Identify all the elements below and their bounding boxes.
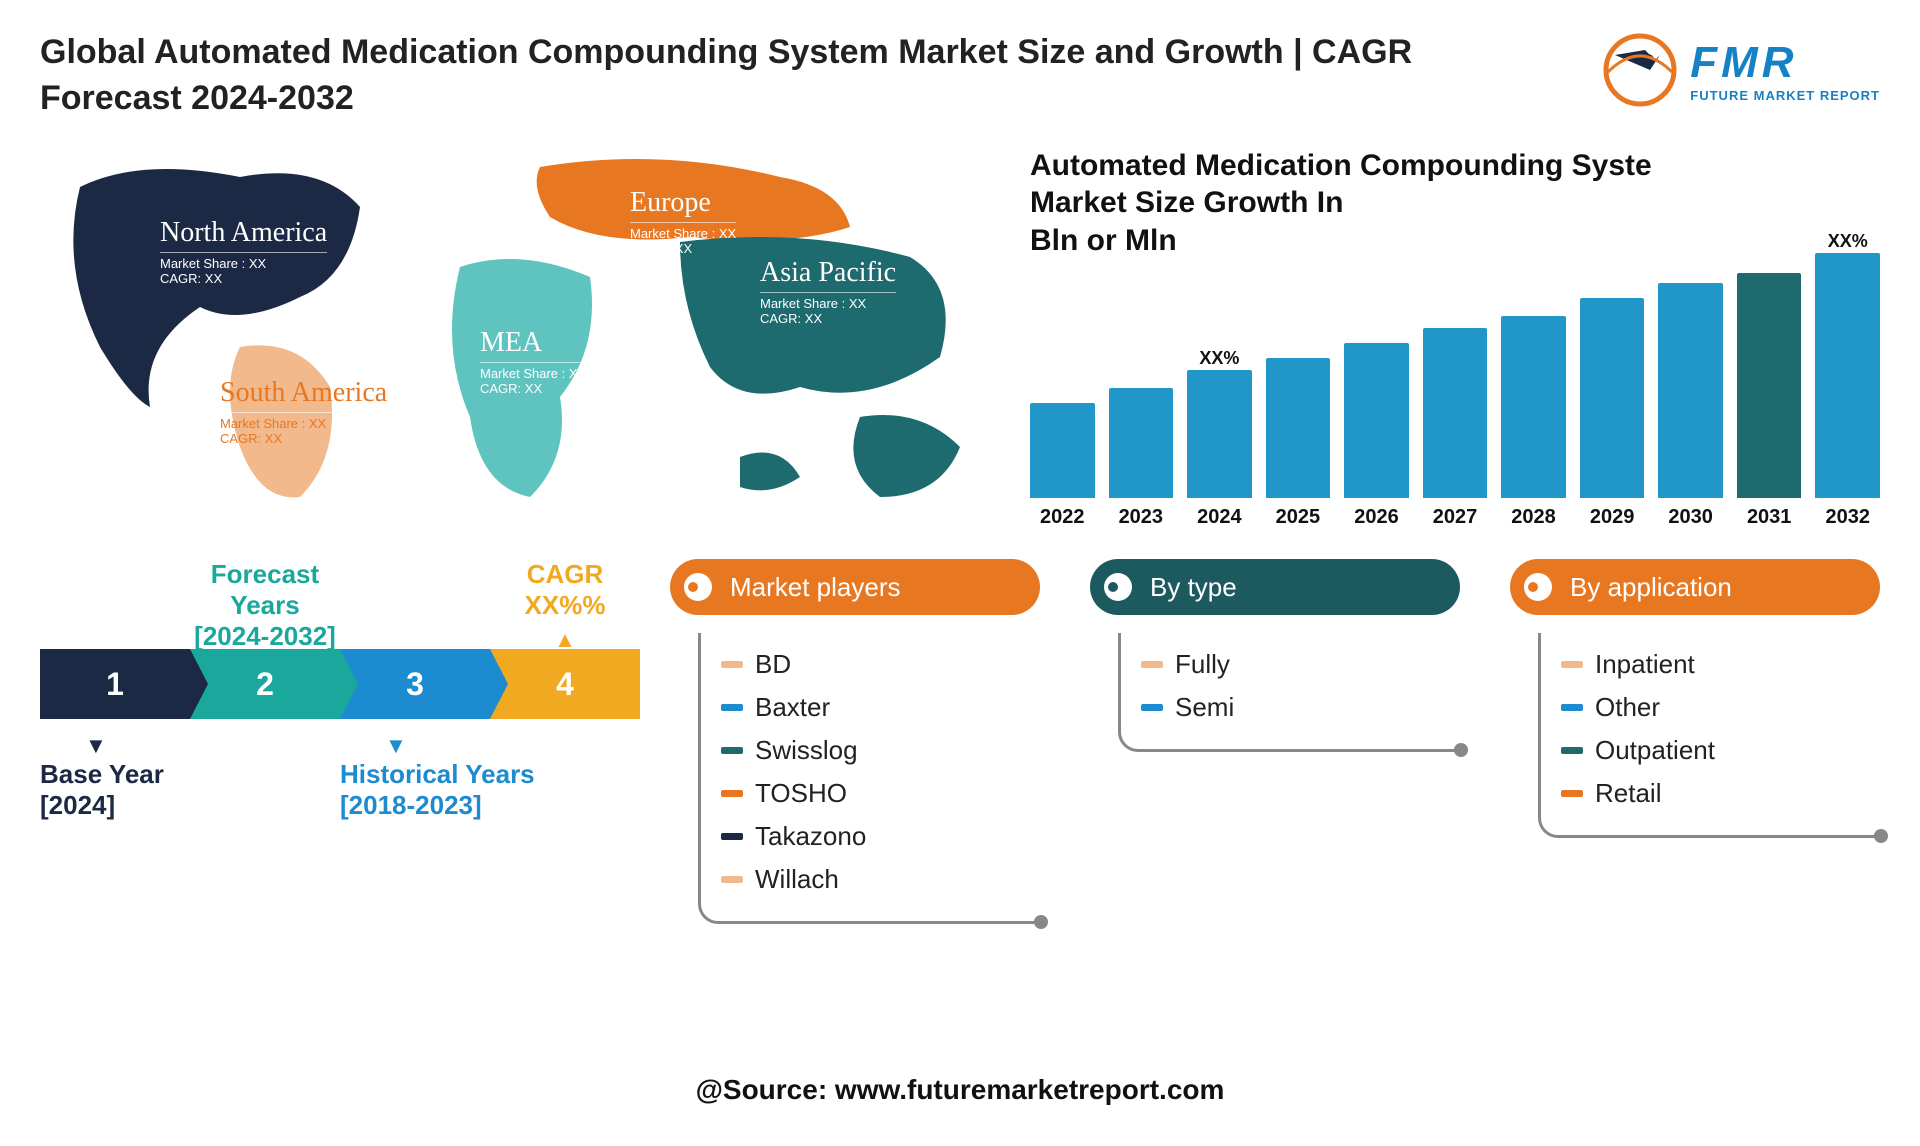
info-col-by-type: By type FullySemi (1090, 559, 1460, 924)
page-title: Global Automated Medication Compounding … (40, 30, 1540, 122)
world-map: North AmericaMarket Share : XXCAGR: XX So… (40, 147, 990, 507)
timeline-seg-4: 4 (490, 649, 640, 719)
info-item: Swisslog (701, 729, 1040, 772)
chart-title: Automated Medication Compounding Syste M… (1030, 147, 1880, 260)
bar-2023: 2023 (1109, 388, 1174, 529)
info-col-market-players: Market players BDBaxterSwisslogTOSHOTakaz… (670, 559, 1040, 924)
region-label-asia-pacific: Asia PacificMarket Share : XXCAGR: XX (760, 257, 896, 326)
region-label-mea: MEAMarket Share : XXCAGR: XX (480, 327, 586, 396)
bar-2030: 2030 (1658, 283, 1723, 529)
timeline: Forecast Years[2024-2032]▲CAGRXX%%▲ 1234… (40, 559, 640, 924)
info-item: Willach (701, 858, 1040, 901)
info-item: Semi (1121, 686, 1460, 729)
bar-2027: 2027 (1423, 328, 1488, 529)
timeline-seg-2: 2 (190, 649, 340, 719)
info-item: Outpatient (1541, 729, 1880, 772)
region-label-south-america: South AmericaMarket Share : XXCAGR: XX (220, 377, 387, 446)
info-item: Takazono (701, 815, 1040, 858)
bar-2031: 2031 (1737, 273, 1802, 529)
bar-2022: 2022 (1030, 403, 1095, 529)
bar-chart: 20222023XX%20242025202620272028202920302… (1030, 269, 1880, 529)
timeline-bottom-label: ▼Base Year[2024] (40, 727, 240, 821)
info-list: FullySemi (1118, 633, 1460, 752)
info-item: TOSHO (701, 772, 1040, 815)
bar-2032: XX%2032 (1815, 253, 1880, 529)
logo-text-main: FMR (1690, 38, 1880, 88)
region-label-north-america: North AmericaMarket Share : XXCAGR: XX (160, 217, 327, 286)
bar-2026: 2026 (1344, 343, 1409, 529)
globe-binocular-icon (1600, 30, 1680, 110)
region-label-europe: EuropeMarket Share : XXCAGR: XX (630, 187, 736, 256)
timeline-top-label: CAGRXX%%▲ (490, 559, 640, 653)
info-header: By type (1090, 559, 1460, 615)
source-text: @Source: www.futuremarketreport.com (696, 1074, 1225, 1106)
info-item: BD (701, 643, 1040, 686)
info-header: By application (1510, 559, 1880, 615)
bar-chart-section: Automated Medication Compounding Syste M… (1030, 147, 1880, 530)
logo-text-sub: FUTURE MARKET REPORT (1690, 88, 1880, 103)
bar-2025: 2025 (1266, 358, 1331, 529)
info-item: Retail (1541, 772, 1880, 815)
info-item: Baxter (701, 686, 1040, 729)
header: Global Automated Medication Compounding … (40, 30, 1880, 122)
bar-2029: 2029 (1580, 298, 1645, 529)
bar-2028: 2028 (1501, 316, 1566, 529)
info-item: Other (1541, 686, 1880, 729)
timeline-bottom-label: ▼Historical Years[2018-2023] (340, 727, 540, 821)
info-item: Fully (1121, 643, 1460, 686)
info-header: Market players (670, 559, 1040, 615)
info-item: Inpatient (1541, 643, 1880, 686)
bar-2024: XX%2024 (1187, 370, 1252, 529)
timeline-seg-1: 1 (40, 649, 190, 719)
logo: FMR FUTURE MARKET REPORT (1600, 30, 1880, 110)
timeline-seg-3: 3 (340, 649, 490, 719)
info-list: InpatientOtherOutpatientRetail (1538, 633, 1880, 838)
info-list: BDBaxterSwisslogTOSHOTakazonoWillach (698, 633, 1040, 924)
info-col-by-application: By application InpatientOtherOutpatientRe… (1510, 559, 1880, 924)
